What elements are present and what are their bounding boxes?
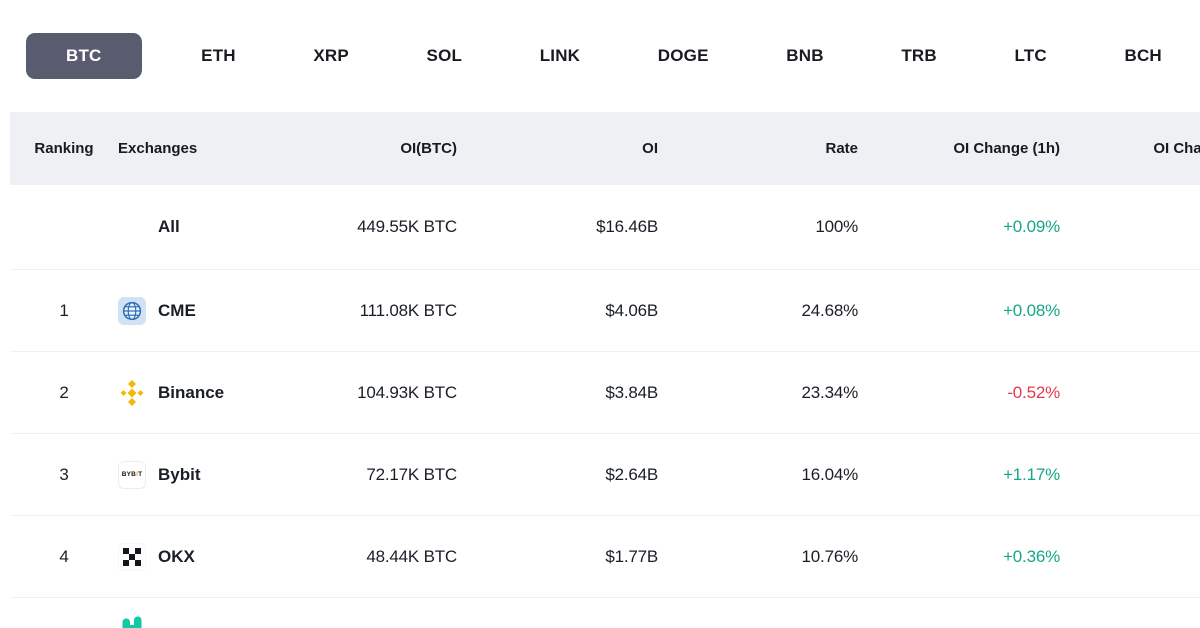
col-header-oi_btc[interactable]: OI(BTC)	[400, 140, 457, 157]
oi-change-4h-cell	[1060, 434, 1200, 515]
tab-bnb[interactable]: BNB	[768, 33, 841, 79]
rate-cell: 10.76%	[801, 546, 859, 566]
empty-cell	[658, 598, 858, 628]
exchange-name: Binance	[158, 382, 225, 402]
oi-btc-cell: 72.17K BTC	[366, 464, 457, 484]
ranking-cell	[10, 598, 118, 628]
bybit-text-accent: I	[136, 471, 139, 478]
oi-change-1h-cell: +1.17%	[1003, 464, 1060, 484]
oi-change-1h-cell: +0.09%	[1003, 217, 1060, 236]
oi-change-4h-cell	[1060, 352, 1200, 433]
exchange-cell[interactable]: CME	[118, 270, 268, 351]
exchange-cell[interactable]: Binance	[118, 352, 268, 433]
ranking-cell: 4	[59, 546, 69, 566]
oi-change-1h-cell: +0.08%	[1003, 300, 1060, 320]
empty-cell	[858, 598, 1060, 628]
empty-cell	[268, 598, 457, 628]
exchange-cell[interactable]: OKX	[118, 516, 268, 597]
oi-cell: $16.46B	[596, 217, 658, 236]
rate-cell: 16.04%	[801, 464, 859, 484]
col-header-rate[interactable]: Rate	[825, 140, 858, 157]
oi-change-1h-cell: -0.52%	[1007, 382, 1060, 402]
rate-cell: 23.34%	[801, 382, 859, 402]
ranking-cell	[10, 185, 118, 269]
exchange-cell[interactable]: All	[118, 185, 268, 269]
oi-btc-cell: 449.55K BTC	[357, 217, 457, 236]
empty-cell	[1060, 598, 1200, 628]
binance-icon	[120, 379, 144, 406]
bybit-text-left: BYB	[121, 471, 137, 478]
table-row[interactable]: 4 OKX 48.44K BTC $1.77B 10.76% +0.36%	[10, 516, 1200, 598]
exchange-name: OKX	[158, 546, 195, 566]
okx-icon	[118, 542, 146, 571]
exchange-cell[interactable]	[118, 598, 268, 628]
exchange-cell[interactable]: BYB I T Bybit	[118, 434, 268, 515]
oi-cell: $2.64B	[605, 464, 658, 484]
tab-btc[interactable]: BTC	[26, 33, 142, 79]
oi-exchanges-table: Ranking Exchanges OI(BTC) OI Rate OI Change (…	[10, 112, 1200, 628]
col-header-ranking[interactable]: Ranking	[34, 140, 94, 157]
oi-change-4h-cell	[1060, 185, 1200, 269]
tab-eth[interactable]: ETH	[183, 33, 254, 79]
tab-doge[interactable]: DOGE	[640, 33, 727, 79]
oi-btc-cell: 104.93K BTC	[357, 382, 457, 402]
tab-trb[interactable]: TRB	[883, 33, 955, 79]
oi-change-1h-cell: +0.36%	[1003, 546, 1060, 566]
table-row-partial[interactable]	[10, 598, 1200, 628]
table-header-row: Ranking Exchanges OI(BTC) OI Rate OI Change (…	[10, 112, 1200, 185]
ranking-cell: 2	[59, 382, 69, 402]
tab-bch[interactable]: BCH	[1106, 33, 1179, 79]
col-header-change_1h[interactable]: OI Change (1h)	[953, 140, 1060, 157]
exchange-name: Bybit	[158, 464, 201, 484]
table-row[interactable]: 1 CME 111.08K BTC $4.06B 24.68% +0.08%	[10, 270, 1200, 352]
tab-sol[interactable]: SOL	[409, 33, 481, 79]
oi-cell: $3.84B	[605, 382, 658, 402]
table-body: All 449.55K BTC $16.46B 100% +0.09% 1 CME 111.0…	[10, 185, 1200, 628]
bitget-icon	[122, 616, 142, 628]
rate-cell: 100%	[815, 217, 858, 236]
col-header-change_4h[interactable]: OI Change (4h)	[1153, 140, 1200, 157]
col-header-oi[interactable]: OI	[642, 140, 658, 157]
col-header-exchange[interactable]: Exchanges	[118, 140, 198, 157]
tab-xrp[interactable]: XRP	[295, 33, 367, 79]
cme-icon	[118, 296, 146, 325]
ranking-cell: 1	[59, 300, 69, 320]
oi-cell: $1.77B	[605, 546, 658, 566]
table-row[interactable]: All 449.55K BTC $16.46B 100% +0.09%	[10, 185, 1200, 270]
oi-change-4h-cell	[1060, 516, 1200, 597]
table-row[interactable]: 2 Binance 104.93K BTC $3.84B 23.34% -0.52%	[10, 352, 1200, 434]
ranking-cell: 3	[59, 464, 69, 484]
oi-btc-cell: 48.44K BTC	[366, 546, 457, 566]
empty-cell	[457, 598, 658, 628]
bybit-icon: BYB I T	[118, 460, 146, 489]
oi-cell: $4.06B	[605, 300, 658, 320]
table-row[interactable]: 3 BYB I T Bybit 72.17K BTC $2.64B 16.04% +1.17%	[10, 434, 1200, 516]
tab-link[interactable]: LINK	[522, 33, 598, 79]
exchange-name: All	[158, 217, 180, 236]
oi-btc-cell: 111.08K BTC	[359, 300, 458, 320]
oi-change-4h-cell	[1060, 270, 1200, 351]
tab-ltc[interactable]: LTC	[996, 33, 1064, 79]
coin-tabbar: BTC ETH XRP SOL LINK DOGE BNB TRB LTC BCH	[0, 0, 1200, 112]
bybit-text-right: T	[138, 471, 143, 478]
rate-cell: 24.68%	[801, 300, 859, 320]
exchange-name: CME	[158, 300, 196, 320]
